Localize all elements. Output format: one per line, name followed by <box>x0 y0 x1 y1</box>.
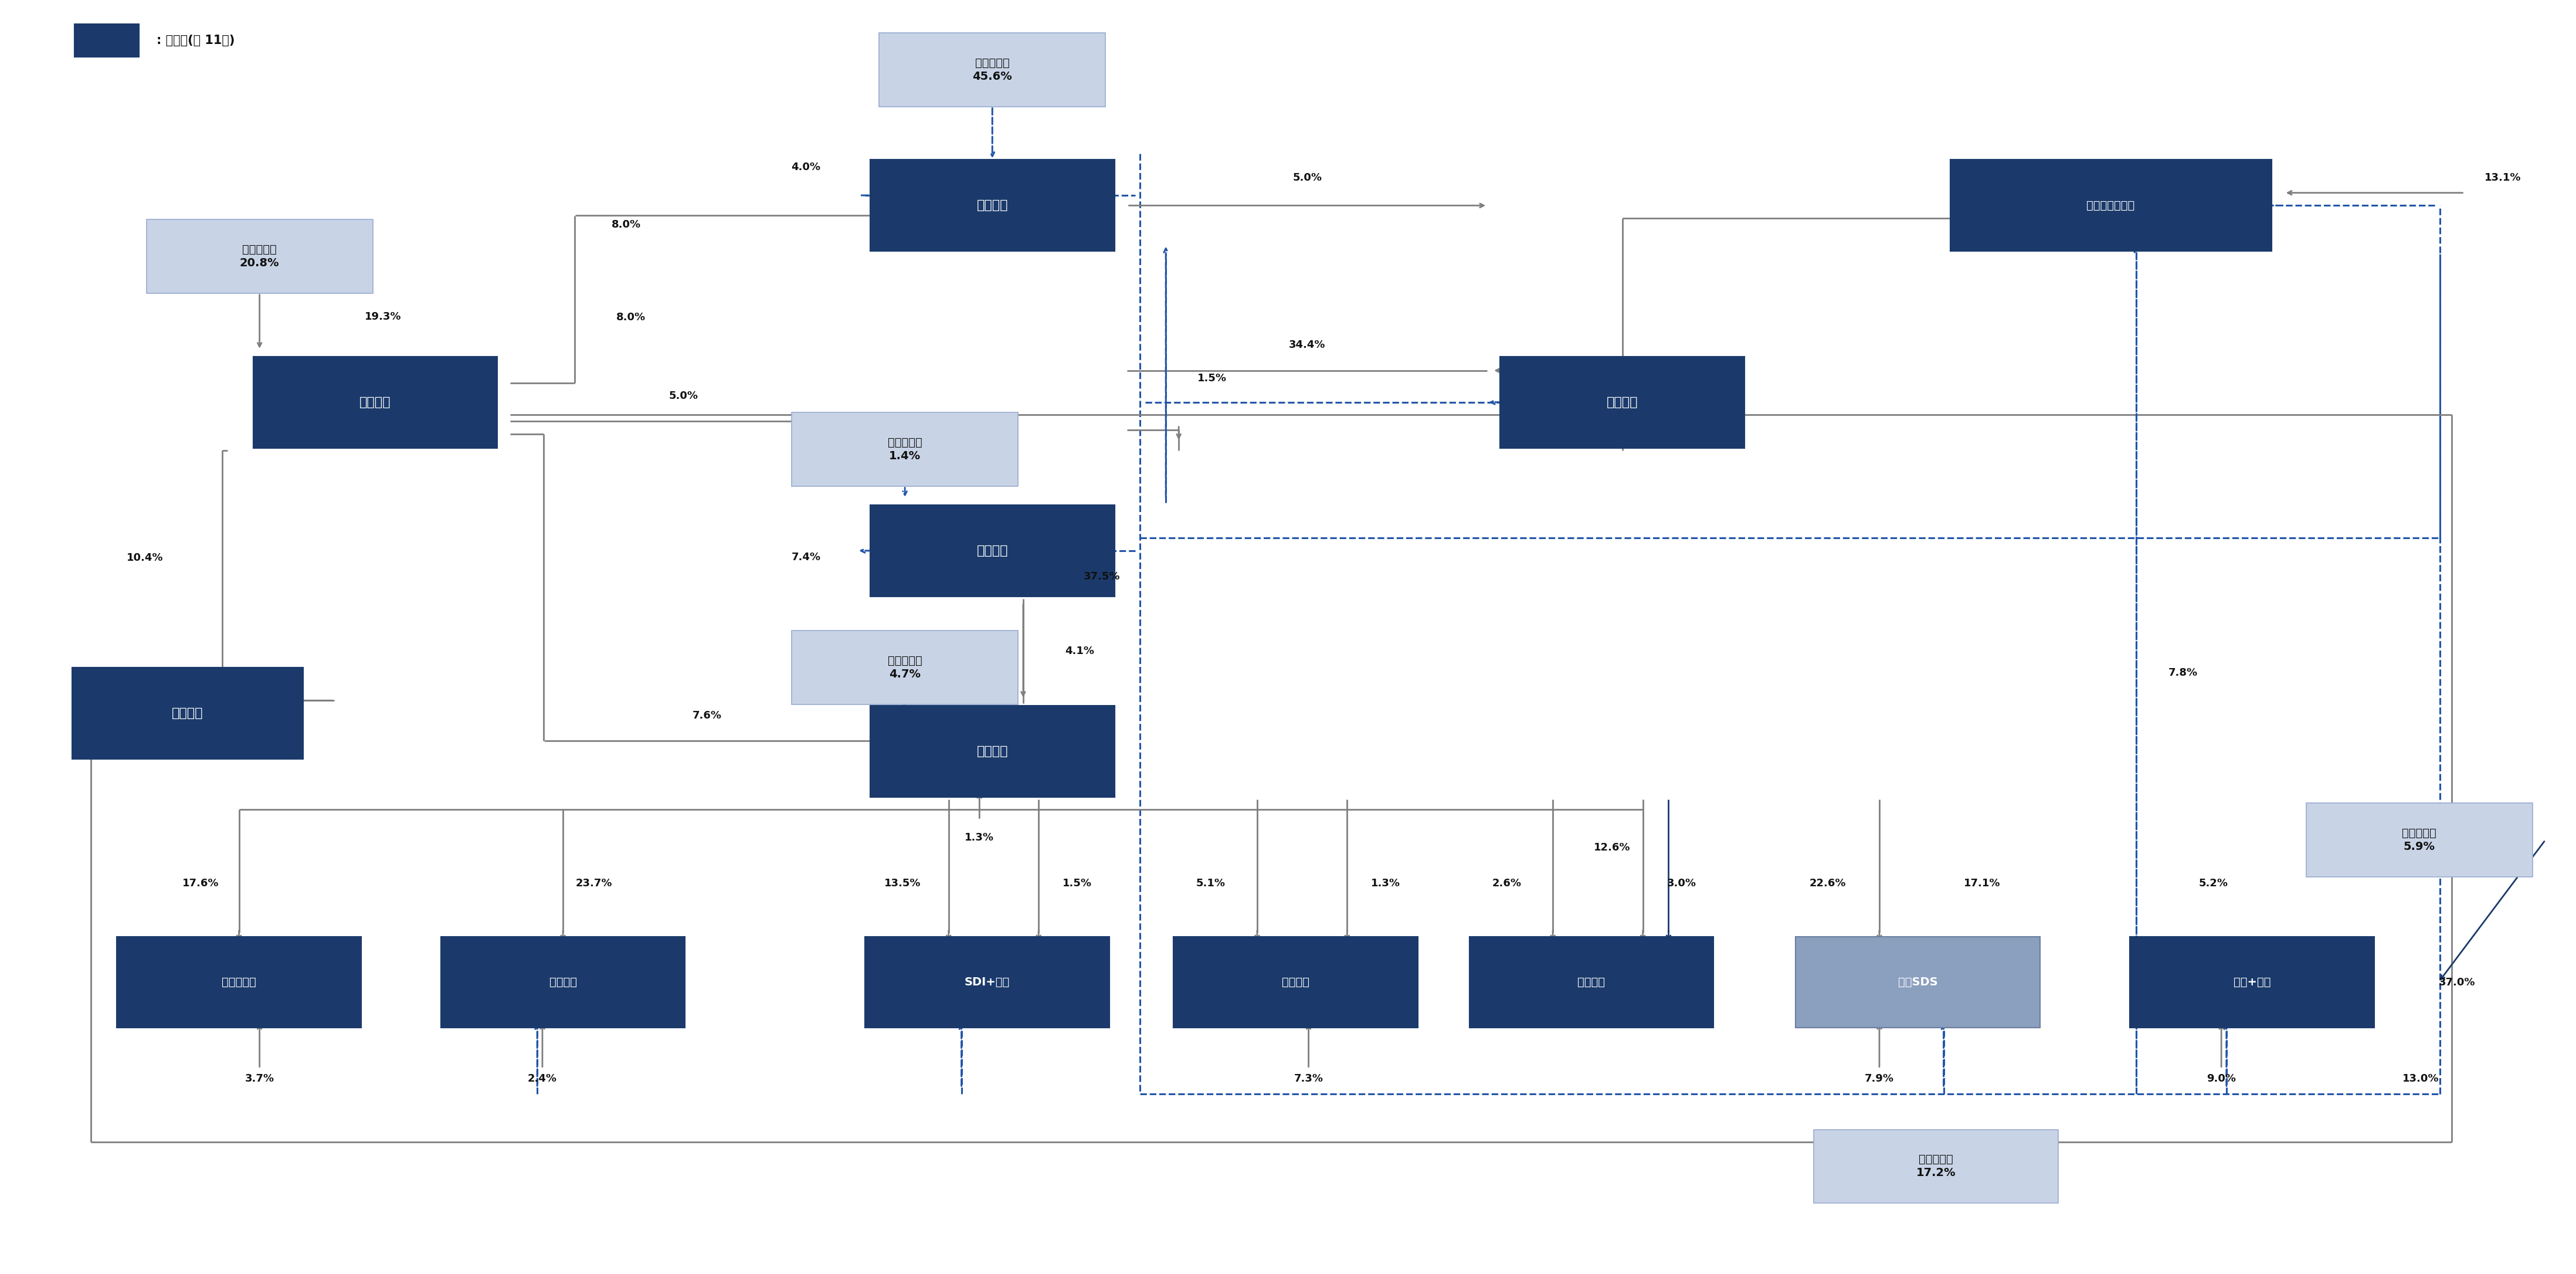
FancyBboxPatch shape <box>1468 936 1713 1028</box>
Text: 7.4%: 7.4% <box>791 552 822 562</box>
Text: 삼성전자: 삼성전자 <box>976 745 1007 757</box>
Text: SDI+모직: SDI+모직 <box>963 977 1010 987</box>
Text: 삼성SDS: 삼성SDS <box>1899 977 1937 987</box>
Text: 4.0%: 4.0% <box>791 162 822 173</box>
Text: 대주주일가
20.8%: 대주주일가 20.8% <box>240 243 278 269</box>
Text: 삼성생명: 삼성생명 <box>361 396 392 408</box>
Text: 13.0%: 13.0% <box>2403 1074 2439 1084</box>
Text: 5.0%: 5.0% <box>1293 172 1321 183</box>
Text: 3.7%: 3.7% <box>245 1074 273 1084</box>
Text: 3.0%: 3.0% <box>1667 878 1695 888</box>
Text: 2.6%: 2.6% <box>1492 878 1522 888</box>
Text: 에버랜드: 에버랜드 <box>976 200 1007 211</box>
Text: 5.1%: 5.1% <box>1195 878 1226 888</box>
Text: 대주주일가
4.7%: 대주주일가 4.7% <box>889 655 922 680</box>
Text: 제일기획: 제일기획 <box>1577 977 1605 987</box>
FancyBboxPatch shape <box>147 219 374 293</box>
Text: 13.5%: 13.5% <box>884 878 920 888</box>
Text: 종합+석유: 종합+석유 <box>2233 977 2272 987</box>
Text: 대주주일가
45.6%: 대주주일가 45.6% <box>974 57 1012 82</box>
Text: 대주주일가
17.2%: 대주주일가 17.2% <box>1917 1154 1955 1178</box>
Text: 5.2%: 5.2% <box>2200 878 2228 888</box>
Text: 삼성화재: 삼성화재 <box>173 707 204 719</box>
Text: 대주주일가
1.4%: 대주주일가 1.4% <box>889 437 922 461</box>
Text: 삼성카드: 삼성카드 <box>1607 396 1638 408</box>
Text: 1.3%: 1.3% <box>966 832 994 843</box>
FancyBboxPatch shape <box>440 936 685 1028</box>
Text: 1.3%: 1.3% <box>1370 878 1401 888</box>
FancyBboxPatch shape <box>1499 357 1744 448</box>
Text: 10.4%: 10.4% <box>126 553 162 563</box>
FancyBboxPatch shape <box>252 357 497 448</box>
FancyBboxPatch shape <box>871 505 1115 596</box>
Text: 1.5%: 1.5% <box>1198 373 1226 383</box>
FancyBboxPatch shape <box>2306 803 2532 877</box>
Text: 8.0%: 8.0% <box>611 219 641 229</box>
Text: 13.1%: 13.1% <box>2483 172 2522 183</box>
Text: 17.6%: 17.6% <box>183 878 219 888</box>
Text: 호텔신라: 호텔신라 <box>1283 977 1309 987</box>
FancyBboxPatch shape <box>2130 936 2375 1028</box>
FancyBboxPatch shape <box>871 706 1115 798</box>
FancyBboxPatch shape <box>878 33 1105 107</box>
Text: 34.4%: 34.4% <box>1288 340 1327 350</box>
Text: 5.0%: 5.0% <box>670 391 698 401</box>
Text: 대주주일가
5.9%: 대주주일가 5.9% <box>2401 828 2437 852</box>
Text: 7.3%: 7.3% <box>1293 1074 1324 1084</box>
FancyBboxPatch shape <box>791 413 1018 485</box>
Text: 삼성전기: 삼성전기 <box>549 977 577 987</box>
Text: 7.8%: 7.8% <box>2169 668 2197 678</box>
FancyBboxPatch shape <box>1175 936 1417 1028</box>
Text: 23.7%: 23.7% <box>574 878 613 888</box>
Text: 19.3%: 19.3% <box>366 311 402 322</box>
FancyBboxPatch shape <box>1814 1130 2058 1203</box>
FancyBboxPatch shape <box>866 936 1110 1028</box>
Text: 삼성엔지니어링: 삼성엔지니어링 <box>2087 200 2136 211</box>
Text: 17.1%: 17.1% <box>1963 878 2002 888</box>
Text: 7.9%: 7.9% <box>1865 1074 1893 1084</box>
FancyBboxPatch shape <box>791 631 1018 705</box>
Text: 2.4%: 2.4% <box>528 1074 556 1084</box>
Text: 1.5%: 1.5% <box>1061 878 1092 888</box>
FancyBboxPatch shape <box>871 159 1115 251</box>
Text: 22.6%: 22.6% <box>1808 878 1847 888</box>
Text: 7.6%: 7.6% <box>693 711 721 721</box>
Text: 9.0%: 9.0% <box>2208 1074 2236 1084</box>
FancyBboxPatch shape <box>1795 936 2040 1028</box>
Text: 12.6%: 12.6% <box>1595 842 1631 854</box>
Text: 4.1%: 4.1% <box>1064 646 1095 656</box>
FancyBboxPatch shape <box>75 24 139 57</box>
Text: : 상장사(총 11개): : 상장사(총 11개) <box>157 34 234 46</box>
Text: 삼성중공업: 삼성중공업 <box>222 977 255 987</box>
FancyBboxPatch shape <box>1950 159 2272 251</box>
Text: 8.0%: 8.0% <box>616 312 647 322</box>
FancyBboxPatch shape <box>72 668 304 759</box>
FancyBboxPatch shape <box>116 936 361 1028</box>
Text: 37.5%: 37.5% <box>1084 572 1121 582</box>
Text: 삼성물산: 삼성물산 <box>976 545 1007 557</box>
Text: 37.0%: 37.0% <box>2439 977 2476 987</box>
